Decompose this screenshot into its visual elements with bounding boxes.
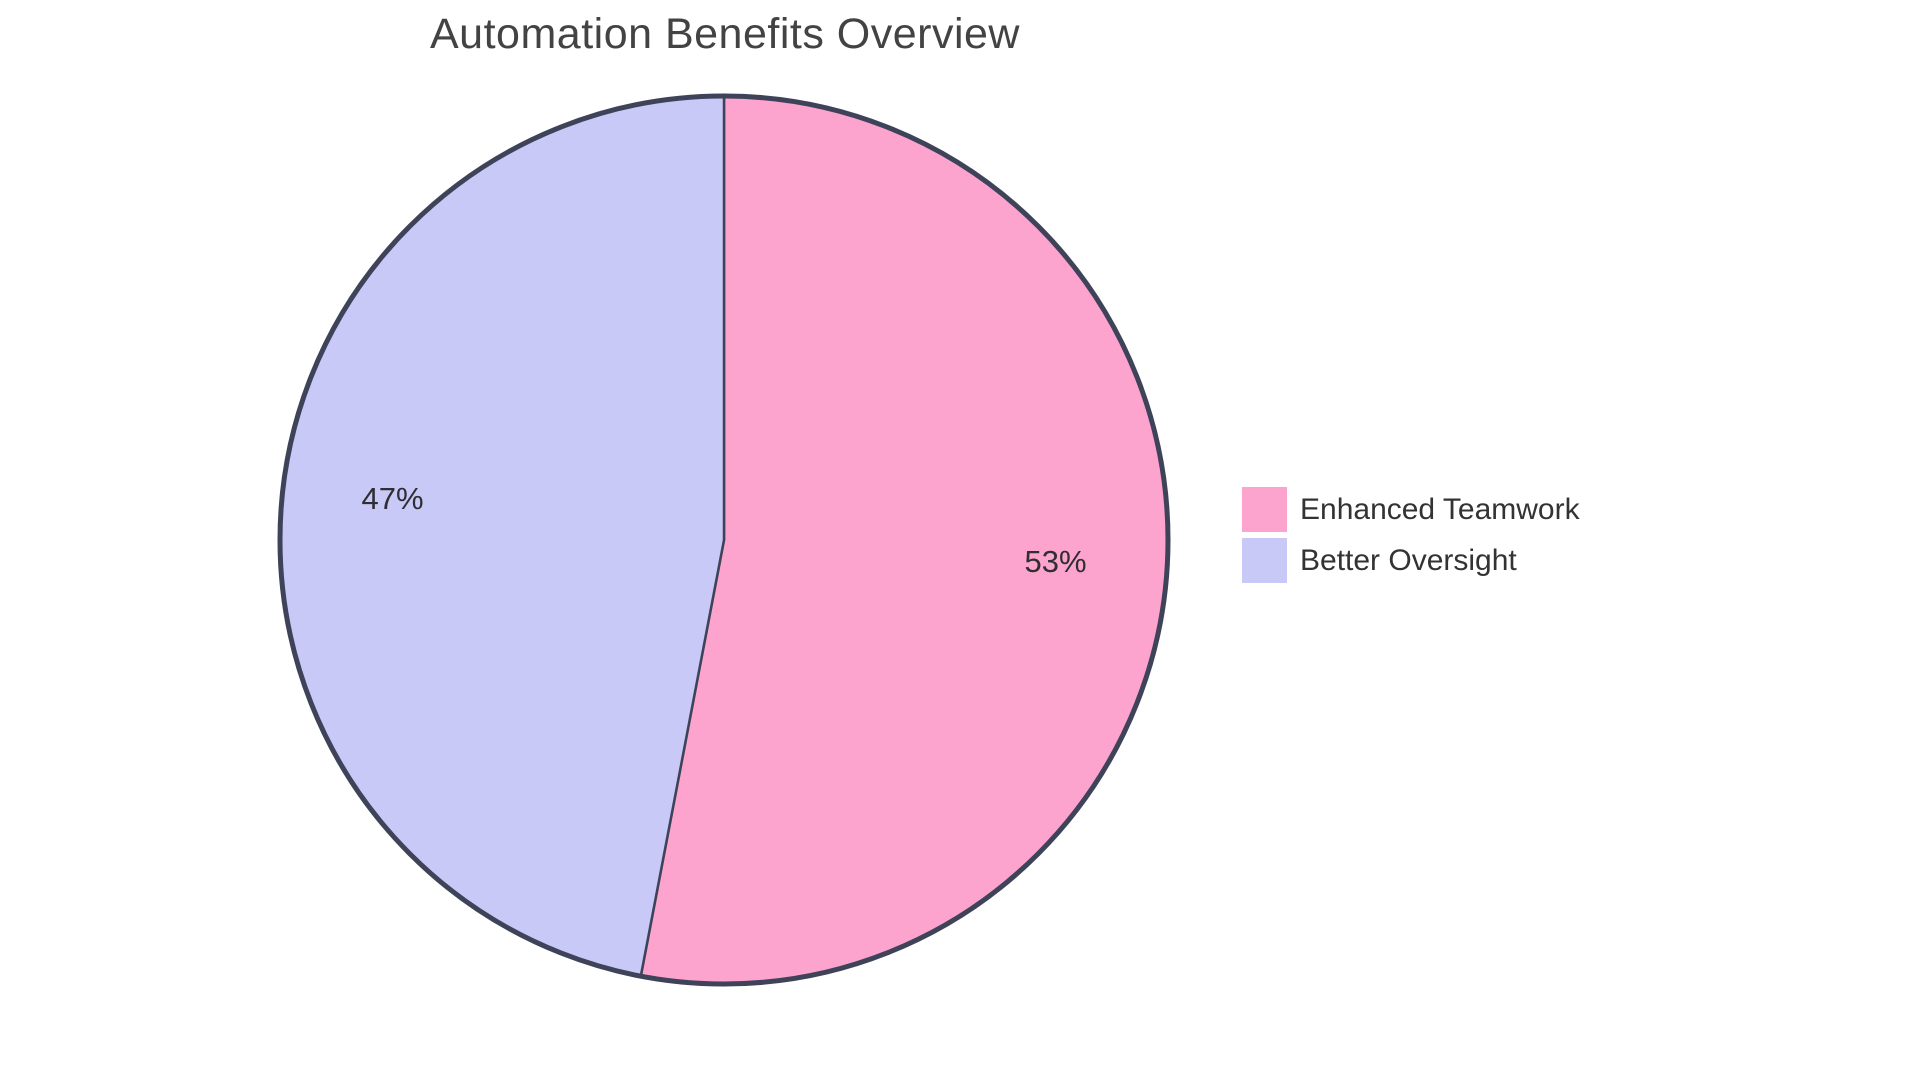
legend-item-better-oversight: Better Oversight <box>1242 538 1580 583</box>
pie-slice-percentage-label: 53% <box>1024 544 1086 579</box>
legend-swatch-enhanced-teamwork <box>1242 487 1287 532</box>
legend-swatch-better-oversight <box>1242 538 1287 583</box>
pie-outline <box>277 93 1171 987</box>
legend-item-enhanced-teamwork: Enhanced Teamwork <box>1242 487 1580 532</box>
legend-label: Better Oversight <box>1300 543 1517 577</box>
legend-label: Enhanced Teamwork <box>1300 492 1580 526</box>
pie-slice-better-oversight <box>278 94 726 978</box>
legend: Enhanced Teamwork Better Oversight <box>1242 487 1580 583</box>
pie-slice-percentage-label: 47% <box>361 481 423 516</box>
chart-title: Automation Benefits Overview <box>430 10 1020 58</box>
